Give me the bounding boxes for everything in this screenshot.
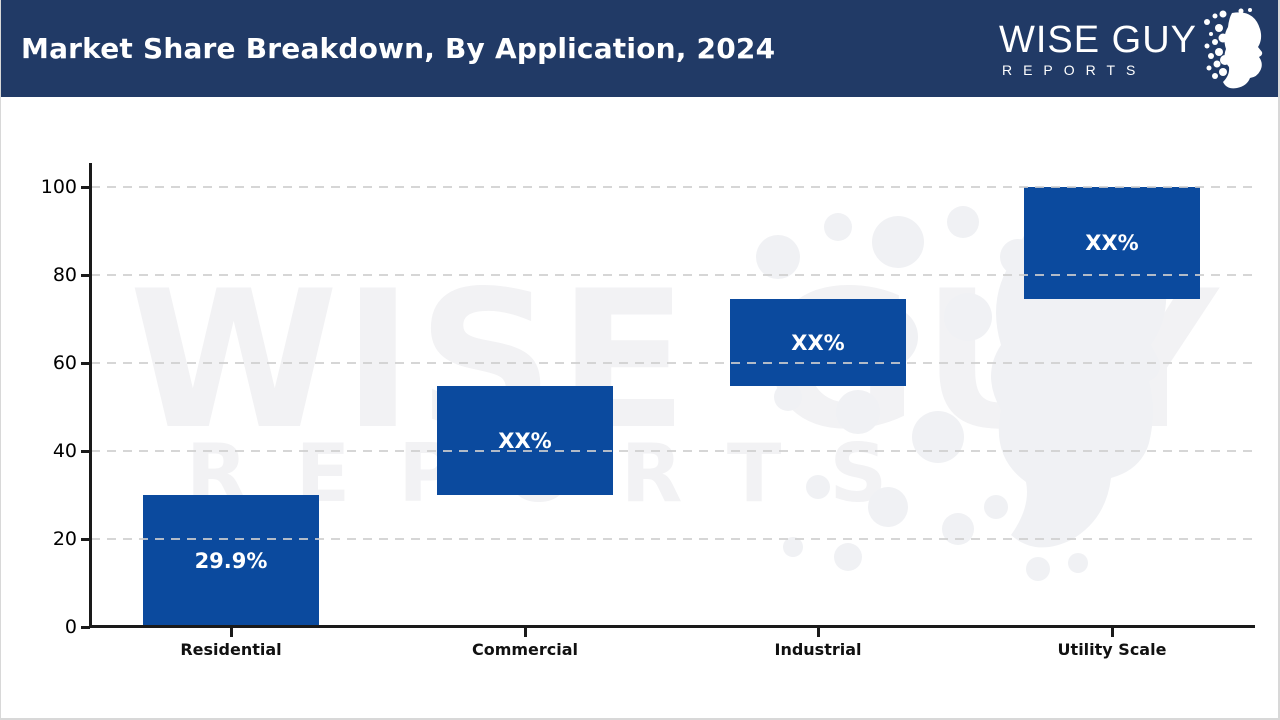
y-tick-100 bbox=[81, 186, 90, 189]
x-tick-label-commercial: Commercial bbox=[471, 640, 579, 659]
gridline-40 bbox=[91, 450, 1254, 452]
y-tick-label-80: 80 bbox=[52, 264, 77, 286]
gridline-20 bbox=[91, 538, 1254, 540]
y-tick-label-0: 0 bbox=[64, 616, 77, 638]
x-tick-label-industrial: Industrial bbox=[774, 640, 862, 659]
x-tick-label-utility-scale: Utility Scale bbox=[1057, 640, 1167, 659]
brand-logo: WISE GUY REPORTS bbox=[999, 7, 1267, 90]
x-tick-residential bbox=[230, 628, 233, 637]
bar-residential: 29.9% bbox=[143, 495, 319, 627]
bar-value-label-industrial: XX% bbox=[791, 330, 845, 355]
y-tick-20 bbox=[81, 538, 90, 541]
bar-industrial: XX% bbox=[730, 298, 906, 387]
bar-value-label-commercial: XX% bbox=[498, 428, 552, 453]
chart-title: Market Share Breakdown, By Application, … bbox=[21, 32, 776, 65]
waterfall-chart: WISE GUY REPORTS 29.9%XX%XX%XX% 02040608… bbox=[1, 97, 1278, 718]
logo-wordmark-main: WISE GUY bbox=[998, 18, 1197, 61]
x-tick-commercial bbox=[524, 628, 527, 637]
y-tick-80 bbox=[81, 274, 90, 277]
bar-commercial: XX% bbox=[437, 386, 613, 496]
gridline-80 bbox=[91, 274, 1254, 276]
x-axis-line bbox=[89, 625, 1255, 628]
gridline-100 bbox=[91, 186, 1254, 188]
y-tick-label-60: 60 bbox=[52, 352, 77, 374]
logo-wordmark-sub: REPORTS bbox=[1001, 61, 1147, 78]
gridline-60 bbox=[91, 362, 1254, 364]
logo-wordmark: WISE GUY REPORTS bbox=[999, 20, 1197, 78]
y-tick-label-40: 40 bbox=[52, 440, 77, 462]
x-tick-utility-scale bbox=[1111, 628, 1114, 637]
y-tick-40 bbox=[81, 450, 90, 453]
bar-utility-scale: XX% bbox=[1024, 187, 1200, 299]
bar-value-label-utility-scale: XX% bbox=[1085, 230, 1139, 255]
y-tick-60 bbox=[81, 362, 90, 365]
y-axis-line bbox=[89, 163, 92, 627]
logo-head-icon bbox=[1204, 7, 1263, 88]
y-tick-0 bbox=[81, 626, 90, 629]
x-tick-label-residential: Residential bbox=[180, 640, 282, 659]
bar-value-label-residential: 29.9% bbox=[194, 549, 268, 574]
y-tick-label-100: 100 bbox=[40, 176, 77, 198]
x-tick-industrial bbox=[817, 628, 820, 637]
header: Market Share Breakdown, By Application, … bbox=[1, 0, 1278, 97]
y-tick-label-20: 20 bbox=[52, 528, 77, 550]
